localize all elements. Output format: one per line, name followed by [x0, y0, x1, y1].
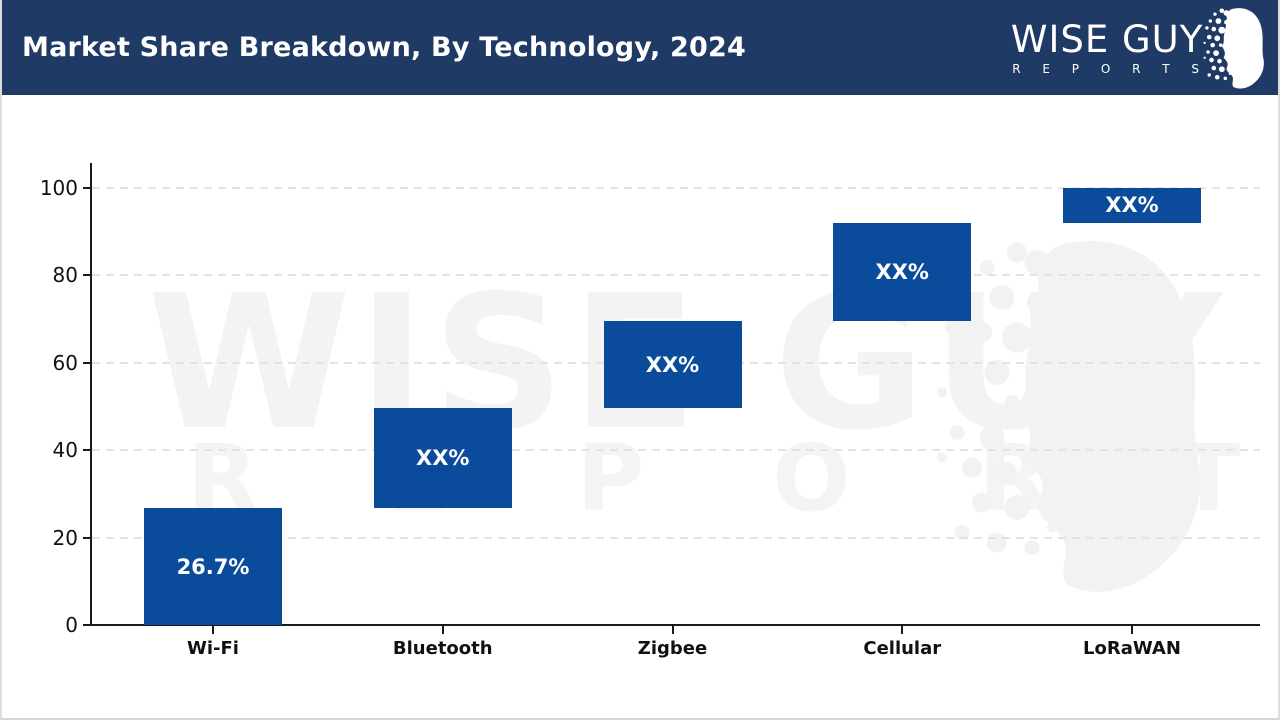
- y-tick-20: [83, 536, 91, 539]
- bar-wifi: 26.7%: [144, 508, 282, 625]
- y-tick-0: [83, 624, 91, 626]
- y-axis-line: [90, 163, 92, 625]
- bar-value-label: XX%: [416, 446, 470, 471]
- y-tick-80: [83, 274, 91, 276]
- x-tick-2: [671, 626, 674, 634]
- logo: WISE GUY R E P O R T S: [1006, 5, 1268, 91]
- y-tick-40: [83, 449, 91, 451]
- x-tick-4: [1131, 626, 1133, 634]
- gridline-80: [92, 274, 1260, 276]
- x-category-label: LoRaWAN: [1083, 638, 1181, 659]
- y-tick-label-60: 60: [52, 350, 78, 375]
- y-tick-label-100: 100: [39, 175, 78, 200]
- bar-cellular: XX%: [833, 222, 972, 322]
- y-tick-label-0: 0: [65, 613, 78, 637]
- gridline-40: [92, 449, 1260, 451]
- y-tick-label-80: 80: [52, 263, 78, 287]
- x-tick-3: [901, 626, 904, 634]
- x-tick-0: [212, 626, 214, 634]
- gridline-20: [92, 536, 1260, 539]
- bar-value-label: XX%: [1105, 193, 1159, 218]
- y-tick-label-20: 20: [52, 525, 78, 550]
- logo-subtext: R E P O R T S: [1012, 61, 1208, 76]
- bar-value-label: 26.7%: [176, 554, 250, 579]
- bar-value-label: XX%: [875, 260, 929, 285]
- logo-text: WISE GUY R E P O R T S: [1006, 21, 1208, 75]
- x-axis-line: [90, 624, 1260, 626]
- y-tick-label-40: 40: [52, 438, 78, 462]
- x-category-label: Wi-Fi: [187, 638, 239, 659]
- bar-value-label: XX%: [645, 352, 700, 377]
- x-category-label: Bluetooth: [392, 638, 493, 659]
- logo-wordmark: WISE GUY: [1010, 17, 1204, 61]
- x-category-label: Zigbee: [637, 638, 708, 659]
- x-tick-1: [441, 626, 444, 634]
- chart-title: Market Share Breakdown, By Technology, 2…: [22, 32, 747, 63]
- y-tick-100: [83, 186, 91, 189]
- logo-face-icon: [1203, 7, 1264, 89]
- header: Market Share Breakdown, By Technology, 2…: [2, 0, 1278, 95]
- bar-bluetooth: XX%: [373, 408, 512, 509]
- bar-lorawan: XX%: [1063, 187, 1201, 223]
- gridline-100: [92, 186, 1260, 189]
- bar-zigbee: XX%: [603, 321, 742, 409]
- x-category-label: Cellular: [863, 638, 942, 659]
- y-tick-60: [83, 361, 91, 364]
